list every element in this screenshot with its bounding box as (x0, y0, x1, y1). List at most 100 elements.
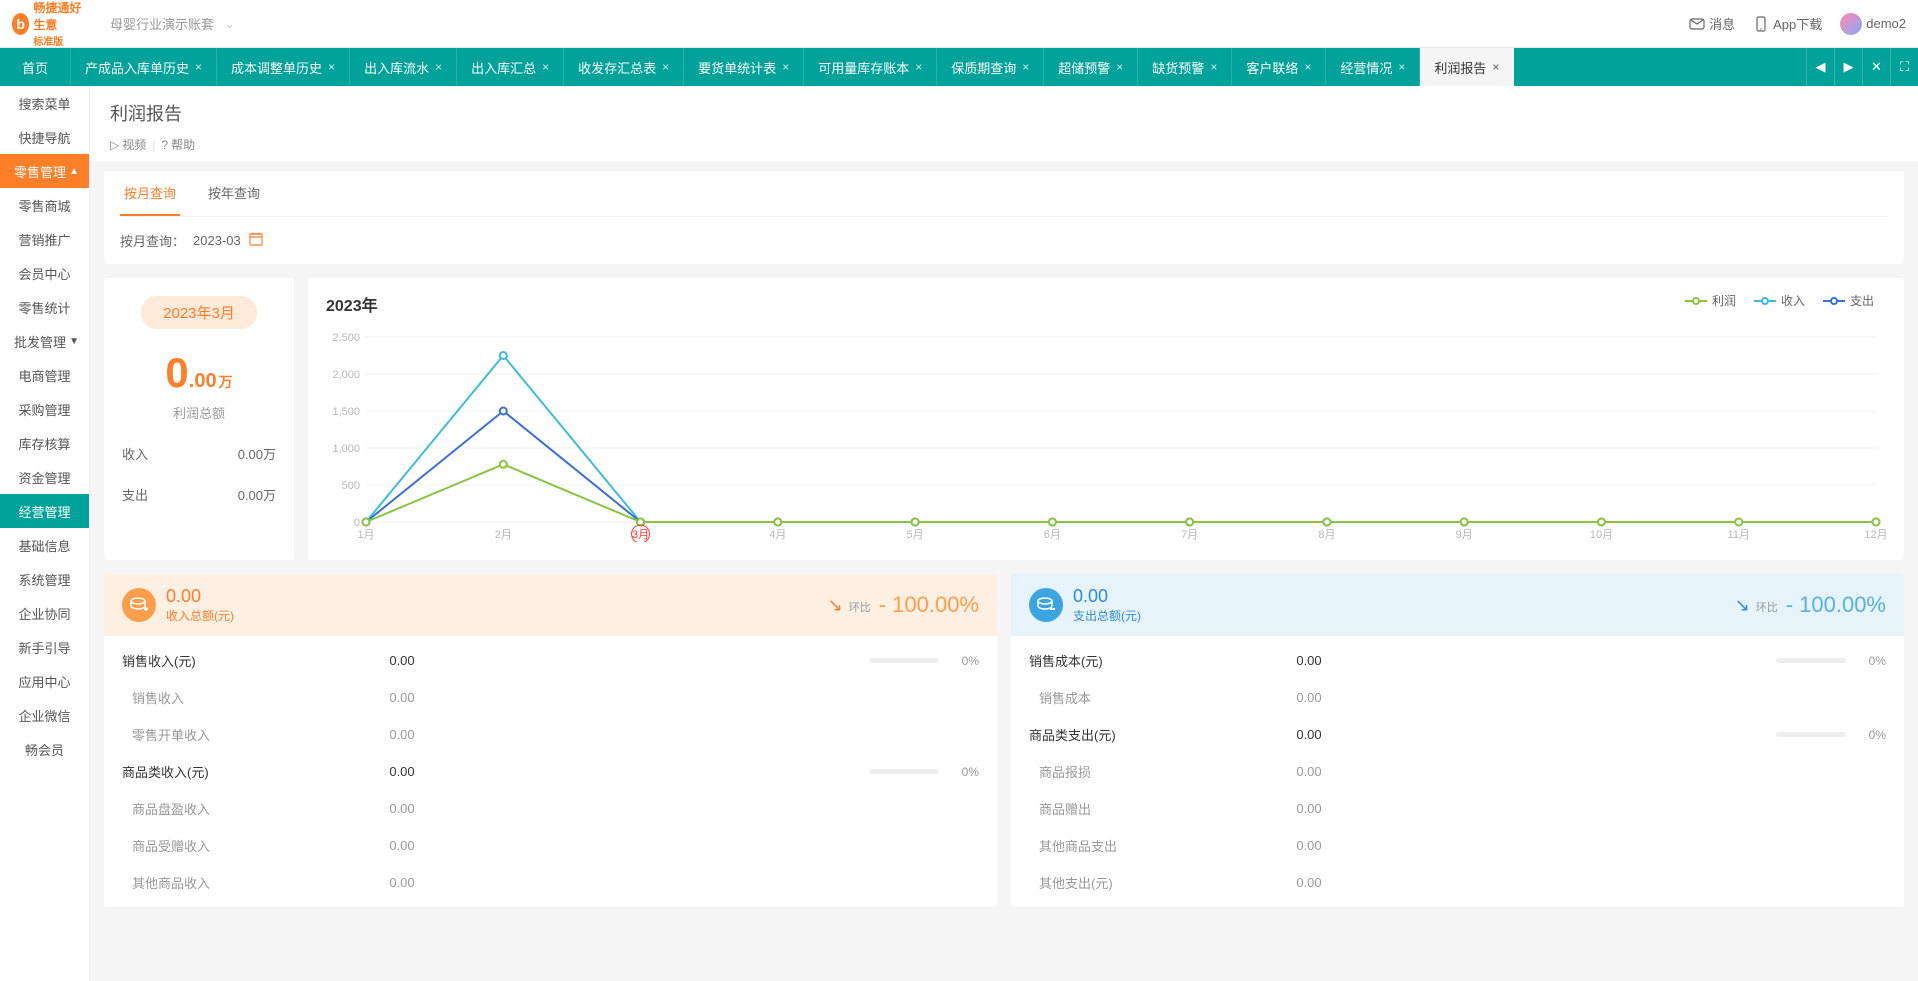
tab-label: 超储预警 (1058, 58, 1110, 77)
row-name: 销售成本(元) (1029, 651, 1209, 670)
close-icon[interactable]: × (542, 60, 549, 74)
svg-text:9月: 9月 (1456, 529, 1473, 541)
tab-item[interactable]: 保质期查询× (937, 48, 1044, 86)
sidebar-item[interactable]: 零售统计 (0, 290, 89, 324)
row-pct: 0% (949, 765, 979, 779)
tab-item[interactable]: 经营情况× (1326, 48, 1420, 86)
messages-label: 消息 (1709, 14, 1735, 33)
sidebar-item[interactable]: 电商管理 (0, 358, 89, 392)
page-header: 利润报告 ▷ 视频 | ? 帮助 (90, 86, 1918, 161)
help-icon: ? (161, 138, 168, 152)
sidebar-item[interactable]: 零售商城 (0, 188, 89, 222)
progress-bar (1776, 732, 1846, 737)
sub-tab-month[interactable]: 按月查询 (120, 171, 180, 216)
sidebar-item[interactable]: 应用中心 (0, 664, 89, 698)
tab-label: 可用量库存账本 (818, 58, 909, 77)
sidebar-item[interactable]: 快捷导航 (0, 120, 89, 154)
tab-label: 收发存汇总表 (578, 58, 656, 77)
sidebar-item[interactable]: 营销推广 (0, 222, 89, 256)
sidebar-item[interactable]: 批发管理▼ (0, 324, 89, 358)
row-value: 0.00 (302, 875, 502, 890)
close-icon[interactable]: × (195, 60, 202, 74)
messages-link[interactable]: 消息 (1689, 14, 1735, 33)
fullscreen-button[interactable]: ⛶ (1890, 48, 1918, 86)
sidebar-item[interactable]: 会员中心 (0, 256, 89, 290)
tab-item[interactable]: 缺货预警× (1138, 48, 1232, 86)
row-value: 0.00 (302, 727, 502, 742)
legend-expense[interactable]: 支出 (1823, 292, 1874, 309)
kpi-row: 商品类收入(元)0.000% (122, 753, 979, 790)
tab-item[interactable]: 出入库流水× (350, 48, 457, 86)
tab-item[interactable]: 超储预警 × (1044, 48, 1138, 86)
tab-item[interactable]: 产成品入库单历史× (71, 48, 217, 86)
sidebar-item-label: 电商管理 (18, 366, 70, 385)
tabs-close-all[interactable]: ✕ (1862, 48, 1890, 86)
sidebar-item[interactable]: 资金管理 (0, 460, 89, 494)
sidebar-item[interactable]: 企业协同 (0, 596, 89, 630)
close-icon[interactable]: × (1022, 60, 1029, 74)
close-icon[interactable]: × (328, 60, 335, 74)
user-menu[interactable]: demo2 (1840, 13, 1906, 35)
calendar-icon[interactable] (249, 232, 263, 249)
svg-text:12月: 12月 (1864, 529, 1886, 541)
sidebar-item[interactable]: 基础信息 (0, 528, 89, 562)
close-icon[interactable]: × (1210, 60, 1217, 74)
svg-text:1,000: 1,000 (332, 443, 360, 455)
tab-item[interactable]: 收发存汇总表 × (564, 48, 684, 86)
close-icon[interactable]: × (1398, 60, 1405, 74)
sidebar-item-label: 新手引导 (18, 638, 70, 657)
close-icon[interactable]: × (915, 60, 922, 74)
sidebar-item[interactable]: 采购管理 (0, 392, 89, 426)
sidebar-item[interactable]: 经营管理 (0, 494, 89, 528)
sidebar-item[interactable]: 搜索菜单 (0, 86, 89, 120)
sidebar-item[interactable]: 零售管理▲ (0, 154, 89, 188)
tab-home[interactable]: 首页 (0, 48, 71, 86)
row-name: 商品报损 (1029, 762, 1209, 781)
sidebar-item[interactable]: 畅会员 (0, 732, 89, 766)
tab-item[interactable]: 利润报告× (1420, 48, 1514, 86)
row-name: 零售开单收入 (122, 725, 302, 744)
close-icon[interactable]: × (782, 60, 789, 74)
close-icon[interactable]: × (435, 60, 442, 74)
sidebar-item-label: 畅会员 (25, 740, 64, 759)
svg-text:500: 500 (342, 480, 360, 492)
kpi-row: 销售收入(元)0.000% (122, 642, 979, 679)
tab-item[interactable]: 要货单统计表× (684, 48, 804, 86)
chart-area: 2,5002,0001,5001,00050001月2月3月4月5月6月7月8月… (326, 332, 1886, 542)
help-link[interactable]: ? 帮助 (161, 136, 195, 153)
tabs-scroll-right[interactable]: ▶ (1834, 48, 1862, 86)
legend-profit[interactable]: 利润 (1685, 292, 1736, 309)
sidebar-item[interactable]: 新手引导 (0, 630, 89, 664)
tab-item[interactable]: 可用量库存账本 × (804, 48, 937, 86)
close-icon[interactable]: × (662, 60, 669, 74)
kpi-row: 其他商品支出0.00 (1029, 827, 1886, 864)
sidebar-item[interactable]: 系统管理 (0, 562, 89, 596)
sub-tab-year[interactable]: 按年查询 (204, 171, 264, 216)
svg-text:6月: 6月 (1044, 529, 1061, 541)
svg-text:2,500: 2,500 (332, 332, 360, 344)
kpi-row: 销售收入0.00 (122, 679, 979, 716)
sidebar-item[interactable]: 企业微信 (0, 698, 89, 732)
kpi-row: 商品盘盈收入0.00 (122, 790, 979, 827)
expense-card: 0.00 支出总额(元) ↘ 环比 - 100.00% 销售成本(元)0.000… (1011, 574, 1904, 907)
tab-item[interactable]: 出入库汇总× (457, 48, 564, 86)
account-selector[interactable]: 母婴行业演示账套 ⌄ (110, 14, 235, 33)
close-icon[interactable]: × (1492, 60, 1499, 74)
close-icon[interactable]: × (1116, 60, 1123, 74)
arrow-icon: ▲ (69, 166, 79, 177)
tab-item[interactable]: 客户联络 × (1232, 48, 1326, 86)
top-right: 消息 App下载 demo2 (1689, 13, 1906, 35)
svg-text:1,500: 1,500 (332, 406, 360, 418)
kpi-row: 其他商品收入0.00 (122, 864, 979, 901)
sidebar-item[interactable]: 库存核算 (0, 426, 89, 460)
row-pct: 0% (949, 654, 979, 668)
sidebar-item-label: 营销推广 (18, 230, 70, 249)
close-icon[interactable]: × (1304, 60, 1311, 74)
row-pct: 0% (1856, 728, 1886, 742)
app-download-link[interactable]: App下载 (1753, 14, 1822, 33)
tabs-scroll-left[interactable]: ◀ (1806, 48, 1834, 86)
video-link[interactable]: ▷ 视频 (110, 136, 146, 153)
tab-item[interactable]: 成本调整单历史× (217, 48, 350, 86)
legend-income[interactable]: 收入 (1754, 292, 1805, 309)
tab-label: 客户联络 (1246, 58, 1298, 77)
